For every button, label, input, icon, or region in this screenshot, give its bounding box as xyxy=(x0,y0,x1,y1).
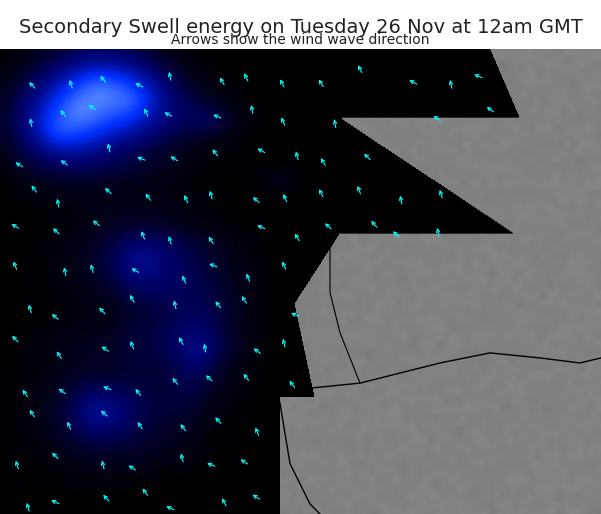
Text: Secondary Swell energy on Tuesday 26 Nov at 12am GMT: Secondary Swell energy on Tuesday 26 Nov… xyxy=(19,18,582,37)
Text: Arrows show the wind wave direction: Arrows show the wind wave direction xyxy=(171,33,430,47)
